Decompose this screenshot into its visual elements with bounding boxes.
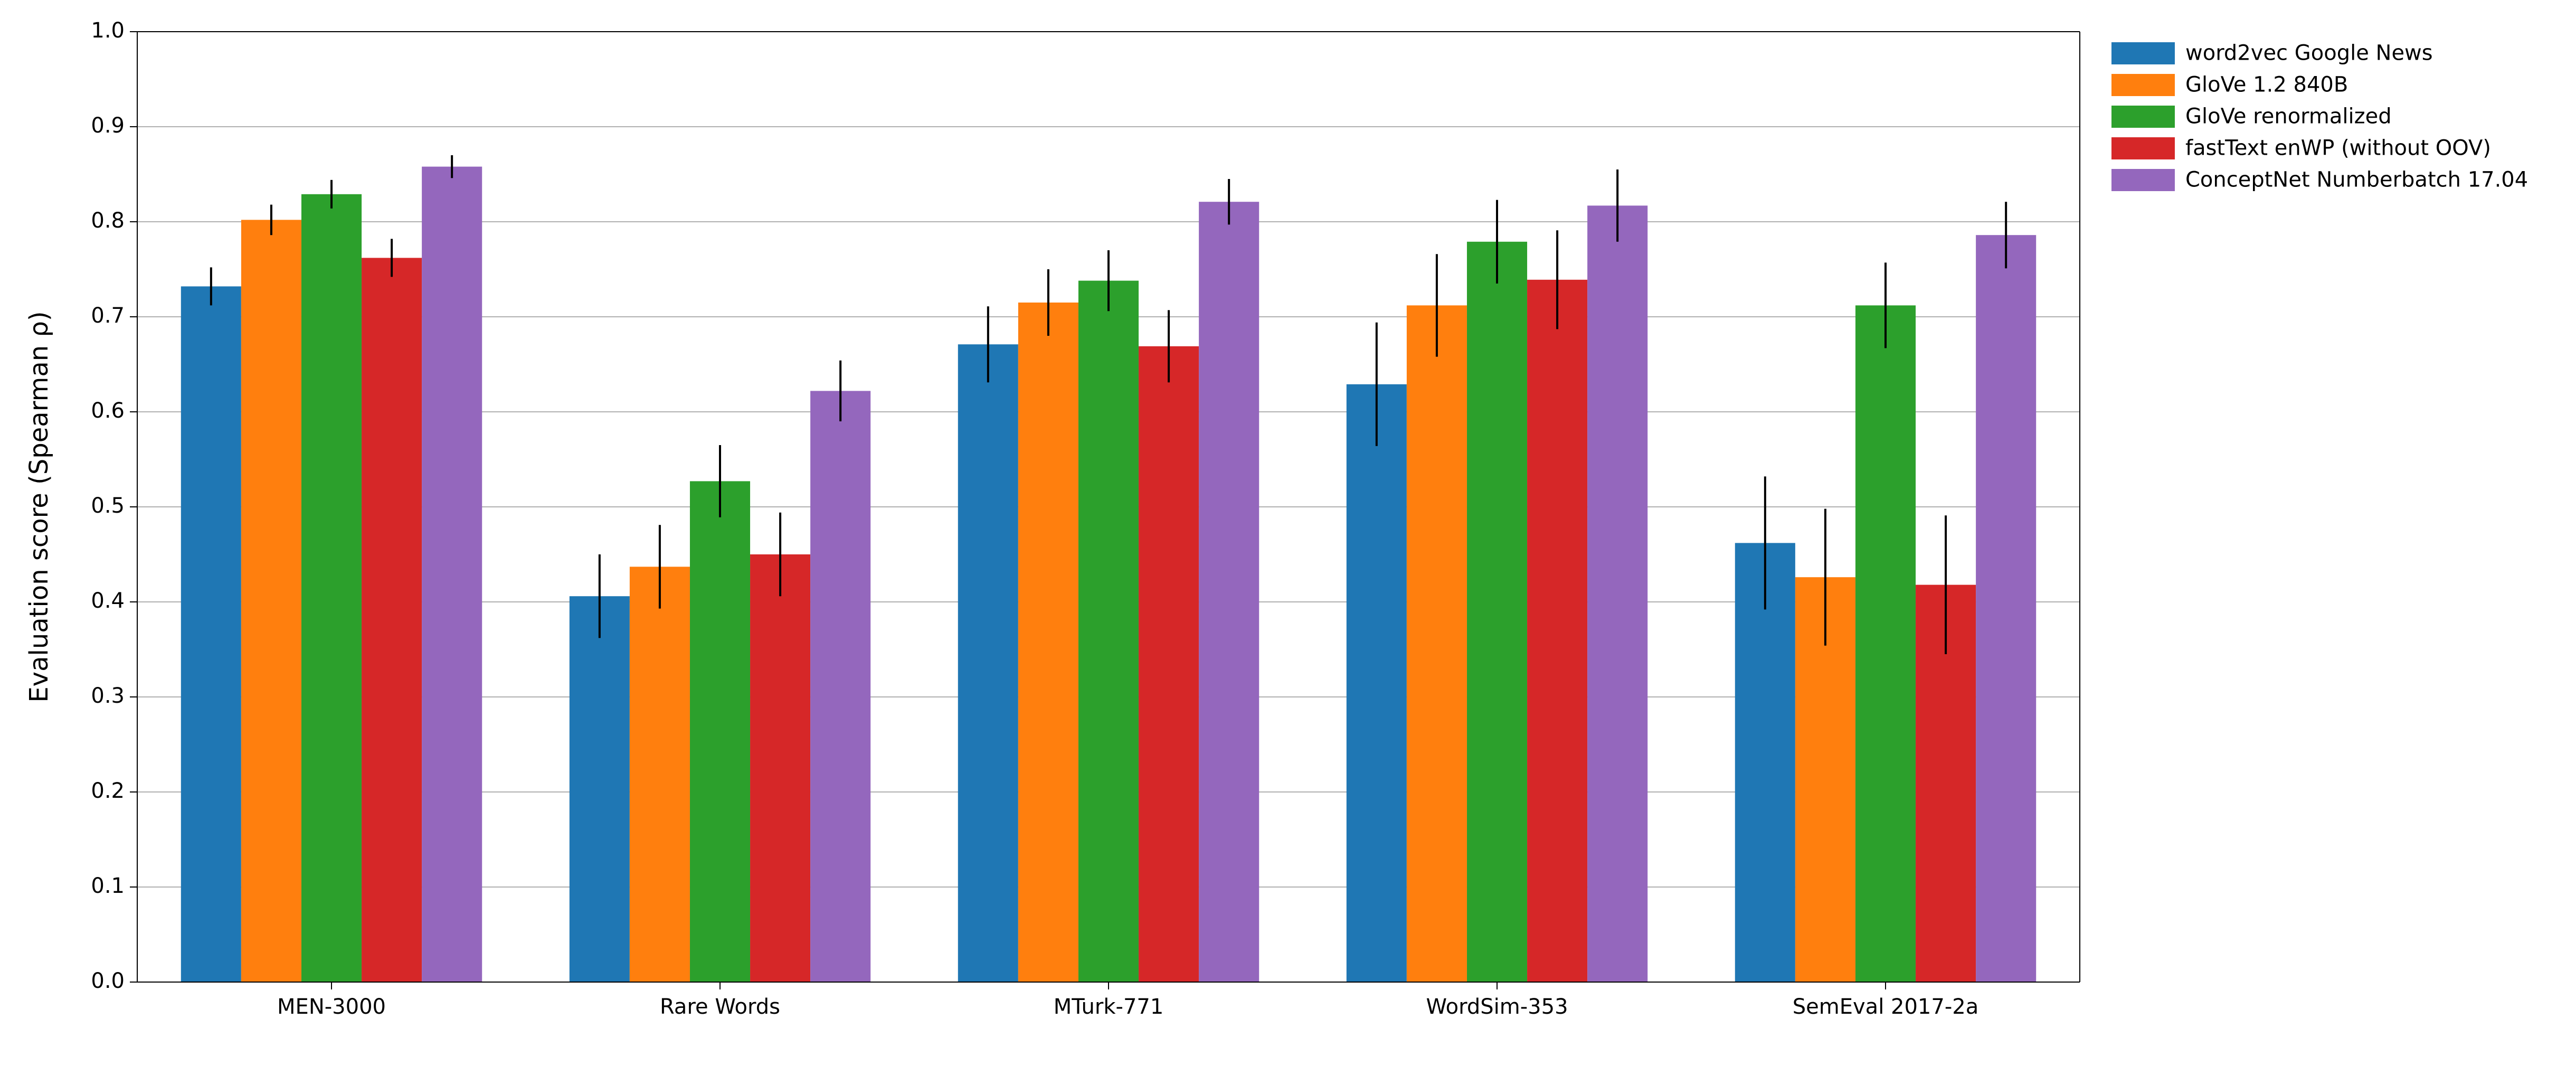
bar — [690, 481, 750, 982]
bar — [1855, 305, 1916, 982]
y-tick-label: 0.0 — [91, 969, 125, 993]
y-tick-label: 0.8 — [91, 209, 125, 233]
legend-label: word2vec Google News — [2185, 41, 2433, 65]
bar — [1199, 202, 1259, 982]
bar — [1527, 280, 1587, 982]
bar — [958, 344, 1018, 982]
bar — [1587, 205, 1647, 982]
bar — [422, 167, 482, 982]
x-tick-label: MEN-3000 — [277, 995, 386, 1019]
bar — [810, 391, 870, 982]
bar — [570, 596, 630, 982]
bar — [301, 194, 362, 982]
y-tick-label: 0.9 — [91, 114, 125, 138]
y-tick-label: 0.1 — [91, 874, 125, 898]
legend-swatch — [2111, 169, 2175, 191]
y-tick-label: 0.3 — [91, 684, 125, 708]
x-tick-label: Rare Words — [660, 995, 780, 1019]
legend-label: GloVe 1.2 840B — [2185, 73, 2348, 97]
legend-swatch — [2111, 42, 2175, 64]
grouped-bar-chart: 0.0 0.1 0.2 0.3 0.4 0.5 0.6 0.7 0.8 0.9 1.0 MEN-300… — [0, 0, 2576, 1066]
legend-label: ConceptNet Numberbatch 17.04 — [2185, 168, 2528, 192]
bar — [1347, 384, 1407, 982]
y-tick-label: 0.5 — [91, 494, 125, 518]
bar — [1018, 303, 1078, 982]
bar — [1139, 346, 1199, 982]
chart-container: 0.0 0.1 0.2 0.3 0.4 0.5 0.6 0.7 0.8 0.9 1.0 MEN-300… — [0, 0, 2576, 1066]
y-tick-label: 0.6 — [91, 399, 125, 423]
bar — [241, 220, 301, 982]
legend-label: fastText enWP (without OOV) — [2185, 136, 2491, 161]
legend-swatch — [2111, 137, 2175, 159]
bar — [362, 258, 422, 982]
x-tick-label: SemEval 2017-2a — [1793, 995, 1978, 1019]
bar — [630, 567, 690, 982]
bar — [750, 554, 810, 982]
x-tick-label: WordSim-353 — [1426, 995, 1568, 1019]
bar — [1078, 281, 1139, 982]
legend-swatch — [2111, 106, 2175, 128]
y-tick-label: 0.2 — [91, 779, 125, 803]
legend-label: GloVe renormalized — [2185, 105, 2392, 129]
legend-swatch — [2111, 74, 2175, 96]
bar — [1467, 242, 1527, 982]
y-tick-label: 1.0 — [91, 18, 125, 43]
x-tick-label: MTurk-771 — [1054, 995, 1164, 1019]
bar — [1407, 305, 1467, 982]
y-tick-label: 0.7 — [91, 304, 125, 328]
y-tick-label: 0.4 — [91, 589, 125, 613]
bar — [1976, 235, 2036, 982]
y-axis-label: Evaluation score (Spearman ρ) — [24, 311, 54, 702]
bar — [181, 286, 241, 982]
